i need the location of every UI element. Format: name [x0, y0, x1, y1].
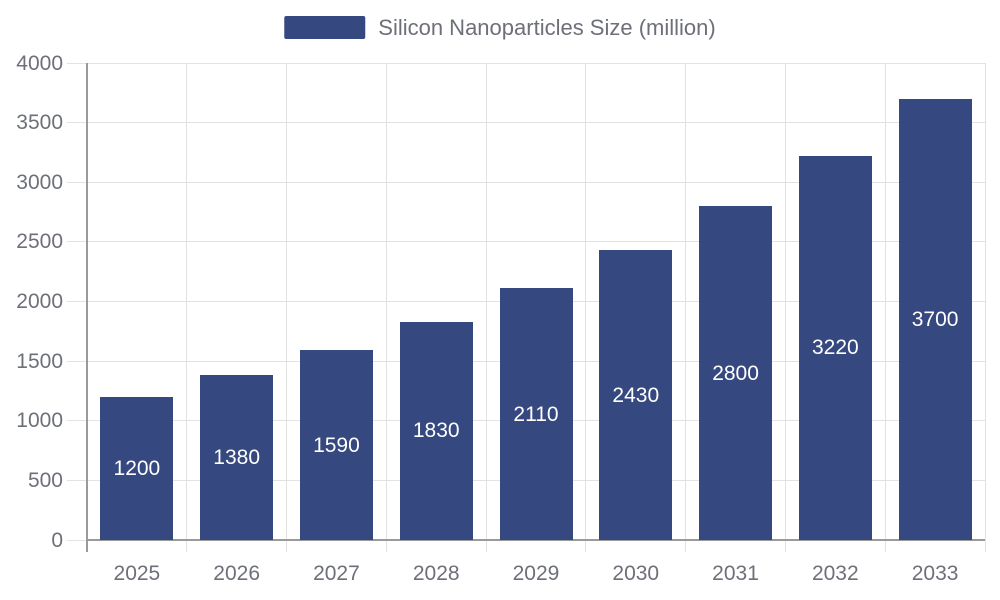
- y-axis-tick: [67, 539, 87, 541]
- bar[interactable]: 1830: [399, 321, 473, 540]
- y-tick-label: 2500: [16, 230, 63, 254]
- bar[interactable]: 3220: [798, 156, 872, 540]
- bar-value-label: 2110: [513, 402, 559, 426]
- x-tick-label: 2031: [712, 562, 759, 585]
- gridline-vertical: [485, 63, 487, 552]
- bar-value-label: 1830: [412, 419, 460, 443]
- gridline-horizontal: [67, 122, 985, 124]
- gridline-vertical: [884, 63, 886, 552]
- bar-value-label: 1590: [313, 433, 360, 457]
- legend-item[interactable]: Silicon Nanoparticles Size (million): [284, 14, 716, 40]
- bar[interactable]: 3700: [898, 98, 972, 540]
- y-tick-label: 2000: [16, 290, 63, 313]
- gridline-horizontal: [67, 62, 985, 64]
- y-axis-line: [86, 63, 88, 552]
- y-tick-label: 1000: [16, 409, 63, 433]
- y-tick-label: 0: [51, 528, 63, 552]
- bar[interactable]: 1380: [200, 375, 274, 540]
- x-tick-label: 2030: [612, 562, 660, 585]
- y-tick-label: 1500: [16, 349, 63, 373]
- bar-value-label: 3700: [911, 307, 959, 331]
- y-tick-label: 3000: [16, 170, 63, 194]
- gridline-vertical: [984, 63, 986, 552]
- gridline-vertical: [784, 63, 786, 552]
- x-tick-label: 2025: [113, 562, 161, 585]
- legend-swatch: [284, 16, 366, 39]
- x-tick-label: 2026: [213, 562, 260, 585]
- bar-value-label: 3220: [811, 336, 859, 360]
- x-tick-label: 2029: [512, 562, 560, 585]
- gridline-horizontal: [67, 181, 985, 183]
- bar[interactable]: 2110: [499, 288, 573, 540]
- y-tick-label: 4000: [16, 51, 63, 75]
- gridline-vertical: [385, 63, 387, 552]
- gridline-vertical: [286, 63, 288, 552]
- bar-value-label: 1200: [113, 456, 161, 480]
- x-tick-label: 2032: [811, 562, 859, 585]
- x-tick-label: 2033: [911, 562, 959, 585]
- x-tick-label: 2028: [412, 562, 460, 585]
- y-tick-label: 3500: [16, 111, 63, 135]
- bar-value-label: 2430: [612, 383, 660, 407]
- gridline-horizontal: [67, 241, 985, 243]
- x-tick-label: 2027: [313, 562, 360, 585]
- bar[interactable]: 2800: [699, 206, 773, 540]
- gridline-vertical: [585, 63, 587, 552]
- gridline-vertical: [685, 63, 687, 552]
- x-axis-line: [87, 539, 985, 541]
- legend-label: Silicon Nanoparticles Size (million): [378, 14, 716, 40]
- y-tick-label: 500: [27, 468, 63, 492]
- gridline-vertical: [186, 63, 188, 552]
- bar[interactable]: 1200: [100, 396, 174, 540]
- bar[interactable]: 2430: [599, 250, 673, 540]
- bar-value-label: 2800: [712, 361, 759, 385]
- bar[interactable]: 1590: [299, 350, 373, 540]
- bar-value-label: 1380: [213, 446, 261, 470]
